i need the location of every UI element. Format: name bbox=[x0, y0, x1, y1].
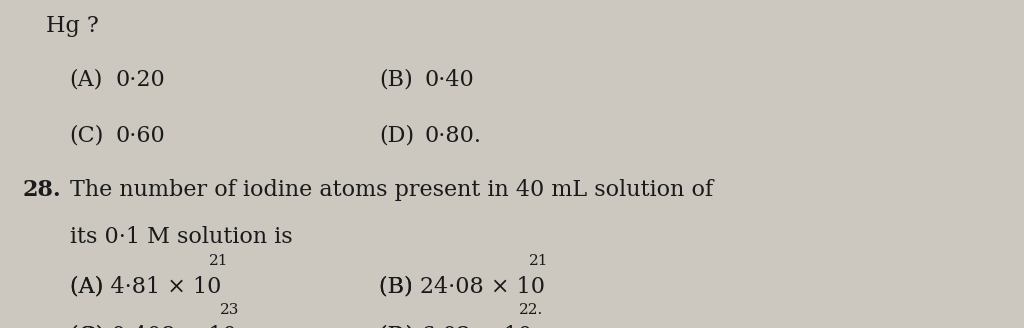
Text: (A) 4·81 × 10: (A) 4·81 × 10 bbox=[70, 276, 221, 297]
Text: (D): (D) bbox=[379, 125, 414, 147]
Text: Hg ?: Hg ? bbox=[46, 15, 99, 37]
Text: The number of iodine atoms present in 40 mL solution of: The number of iodine atoms present in 40… bbox=[70, 179, 713, 201]
Text: (D) 6·02 × 10: (D) 6·02 × 10 bbox=[379, 325, 532, 328]
Text: 28.: 28. bbox=[23, 179, 61, 201]
Text: 0·40: 0·40 bbox=[425, 69, 475, 91]
Text: 23: 23 bbox=[220, 303, 240, 318]
Text: (C) 0·408 × 10: (C) 0·408 × 10 bbox=[70, 325, 237, 328]
Text: (D) 6·02 × 10: (D) 6·02 × 10 bbox=[379, 325, 532, 328]
Text: (B): (B) bbox=[379, 276, 420, 297]
Text: (C) 0·408 × 10: (C) 0·408 × 10 bbox=[70, 325, 237, 328]
Text: 0·20: 0·20 bbox=[116, 69, 166, 91]
Text: 21: 21 bbox=[529, 254, 549, 268]
Text: (A): (A) bbox=[70, 69, 103, 91]
Text: (C): (C) bbox=[70, 325, 112, 328]
Text: (B): (B) bbox=[379, 69, 413, 91]
Text: (A): (A) bbox=[70, 276, 111, 297]
Text: (A) 4·81 × 10: (A) 4·81 × 10 bbox=[70, 276, 221, 297]
Text: 22.: 22. bbox=[518, 303, 543, 318]
Text: 21: 21 bbox=[210, 254, 229, 268]
Text: (D): (D) bbox=[379, 325, 421, 328]
Text: its 0·1 M solution is: its 0·1 M solution is bbox=[70, 226, 292, 248]
Text: (B) 24·08 × 10: (B) 24·08 × 10 bbox=[379, 276, 545, 297]
Text: (B) 24·08 × 10: (B) 24·08 × 10 bbox=[379, 276, 545, 297]
Text: 0·80.: 0·80. bbox=[425, 125, 482, 147]
Text: 0·60: 0·60 bbox=[116, 125, 166, 147]
Text: (C): (C) bbox=[70, 125, 104, 147]
